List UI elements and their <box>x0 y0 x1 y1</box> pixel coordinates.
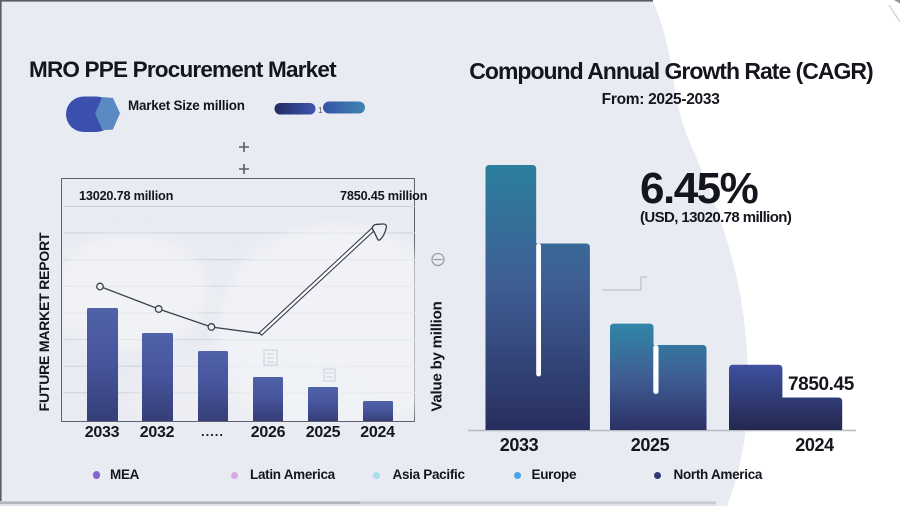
svg-text:1: 1 <box>318 106 323 115</box>
